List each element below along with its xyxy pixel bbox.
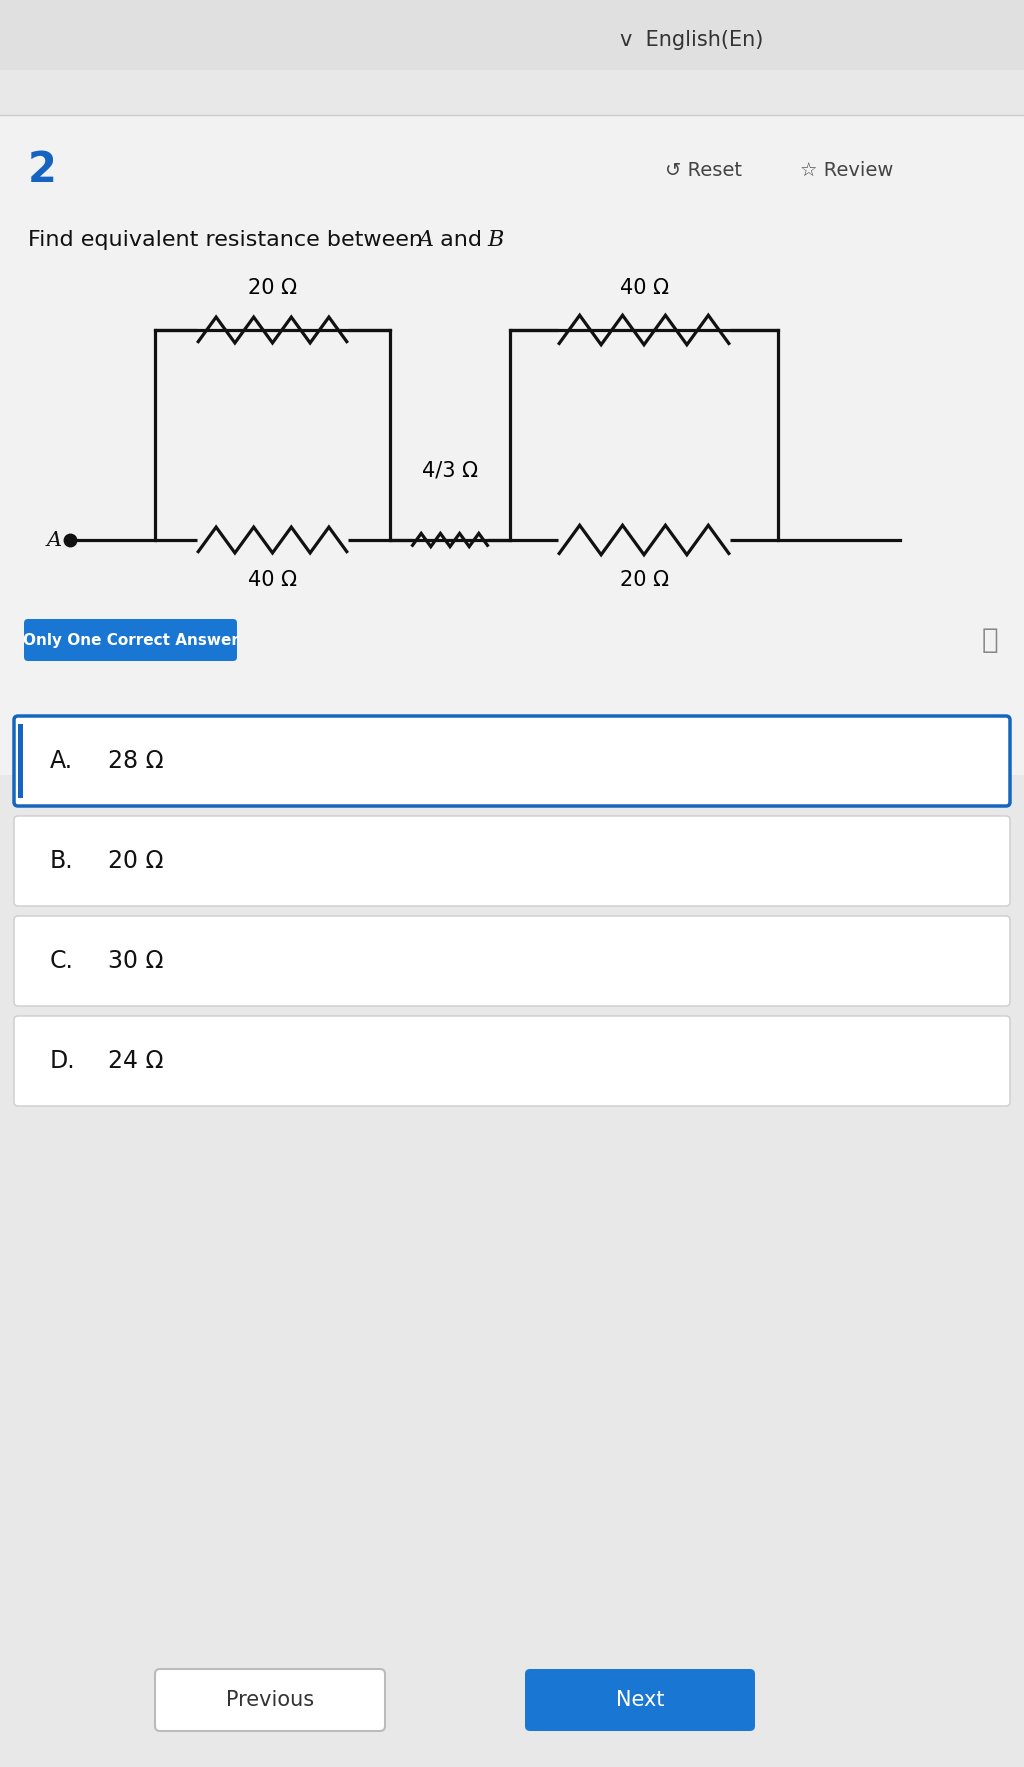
Text: 4/3 Ω: 4/3 Ω bbox=[422, 459, 478, 481]
Text: ↺ Reset: ↺ Reset bbox=[665, 161, 742, 180]
FancyBboxPatch shape bbox=[14, 716, 1010, 806]
Text: 40 Ω: 40 Ω bbox=[248, 571, 297, 590]
Text: D.: D. bbox=[50, 1050, 76, 1073]
Text: 24 Ω: 24 Ω bbox=[108, 1050, 164, 1073]
Text: B.: B. bbox=[50, 848, 74, 873]
Bar bbox=[0, 0, 1024, 71]
Text: Previous: Previous bbox=[226, 1689, 314, 1710]
Text: and: and bbox=[433, 230, 489, 249]
Text: ⓘ: ⓘ bbox=[982, 626, 998, 654]
FancyBboxPatch shape bbox=[14, 1016, 1010, 1106]
Bar bbox=[0, 115, 1024, 776]
Text: A: A bbox=[47, 530, 62, 550]
Text: v  English(En): v English(En) bbox=[620, 30, 763, 49]
Text: Only One Correct Answer: Only One Correct Answer bbox=[23, 633, 239, 647]
Text: A.: A. bbox=[50, 749, 73, 772]
Text: C.: C. bbox=[50, 949, 74, 974]
Text: 20 Ω: 20 Ω bbox=[248, 277, 297, 299]
Text: 40 Ω: 40 Ω bbox=[620, 277, 669, 299]
Text: 20 Ω: 20 Ω bbox=[620, 571, 669, 590]
Text: 2: 2 bbox=[28, 148, 57, 191]
Text: 28 Ω: 28 Ω bbox=[108, 749, 164, 772]
Text: B: B bbox=[487, 230, 504, 251]
FancyBboxPatch shape bbox=[155, 1670, 385, 1732]
FancyBboxPatch shape bbox=[14, 915, 1010, 1005]
Text: 30 Ω: 30 Ω bbox=[108, 949, 164, 974]
Text: ☆ Review: ☆ Review bbox=[800, 161, 893, 180]
Text: Next: Next bbox=[615, 1689, 665, 1710]
FancyBboxPatch shape bbox=[24, 618, 237, 661]
Text: Find equivalent resistance between: Find equivalent resistance between bbox=[28, 230, 430, 249]
Bar bbox=[18, 724, 23, 799]
Text: 20 Ω: 20 Ω bbox=[108, 848, 164, 873]
FancyBboxPatch shape bbox=[14, 816, 1010, 906]
FancyBboxPatch shape bbox=[525, 1670, 755, 1732]
Text: A: A bbox=[418, 230, 434, 251]
